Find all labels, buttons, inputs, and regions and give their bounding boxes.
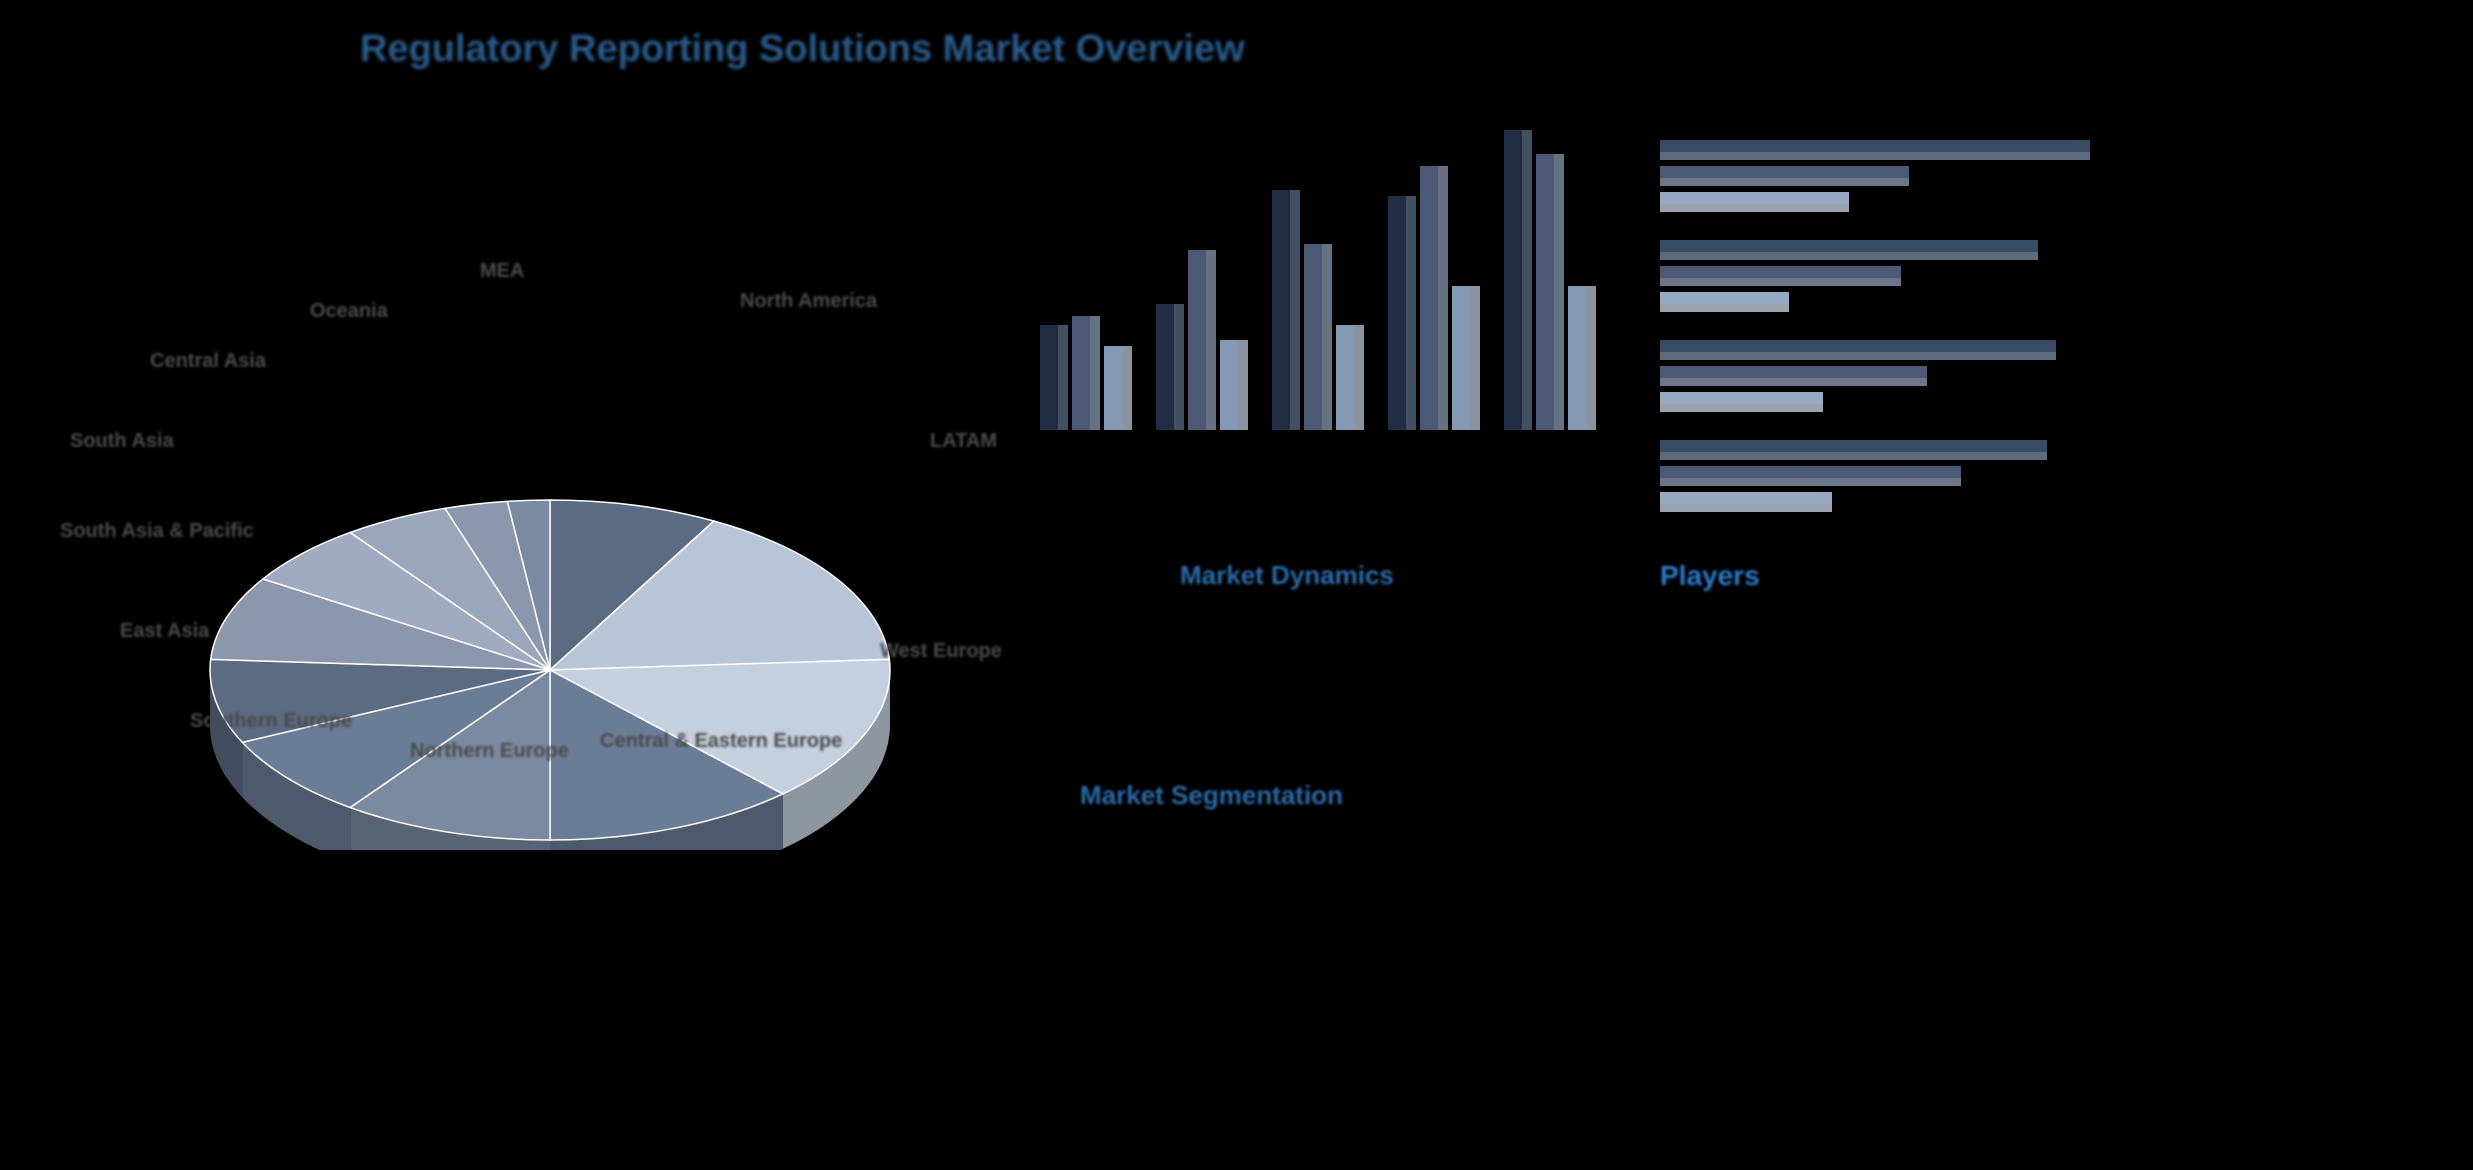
bar-group bbox=[1504, 130, 1596, 430]
pie-slice-label: Central & Eastern Europe bbox=[600, 730, 842, 753]
pie-slice-label: LATAM bbox=[930, 430, 997, 453]
hbar-chart-players bbox=[1660, 140, 2090, 512]
hbar-group bbox=[1660, 440, 2090, 512]
pie-slice-label: North America bbox=[740, 290, 877, 313]
bar bbox=[1104, 346, 1132, 430]
hbar bbox=[1660, 266, 1901, 286]
bar-group bbox=[1388, 166, 1480, 430]
bar bbox=[1156, 304, 1184, 430]
pie-chart-region: MEANorth AmericaLATAMWest EuropeCentral … bbox=[60, 200, 960, 850]
pie-slice-label: South Asia bbox=[70, 430, 174, 453]
hbar bbox=[1660, 340, 2056, 360]
pie-slice-label: Southern Europe bbox=[190, 710, 352, 733]
bar bbox=[1336, 325, 1364, 430]
page-title: Regulatory Reporting Solutions Market Ov… bbox=[360, 28, 1245, 71]
hbar bbox=[1660, 440, 2047, 460]
bar bbox=[1272, 190, 1300, 430]
hbar bbox=[1660, 492, 1832, 512]
hbar-group bbox=[1660, 140, 2090, 212]
bar-group bbox=[1040, 316, 1132, 430]
hbar bbox=[1660, 192, 1849, 212]
bar-group bbox=[1156, 250, 1248, 430]
hbar bbox=[1660, 392, 1823, 412]
hbar bbox=[1660, 240, 2038, 260]
bar bbox=[1452, 286, 1480, 430]
hbar bbox=[1660, 366, 1927, 386]
bar bbox=[1040, 325, 1068, 430]
pie-slice-label: MEA bbox=[480, 260, 524, 283]
hbar bbox=[1660, 140, 2090, 160]
bar bbox=[1420, 166, 1448, 430]
pie-slice-label: West Europe bbox=[880, 640, 1002, 663]
hbar bbox=[1660, 166, 1909, 186]
bar bbox=[1072, 316, 1100, 430]
pie-slice-label: East Asia bbox=[120, 620, 209, 643]
bar bbox=[1188, 250, 1216, 430]
bar-group bbox=[1272, 190, 1364, 430]
bar bbox=[1536, 154, 1564, 430]
bar bbox=[1388, 196, 1416, 430]
hbar bbox=[1660, 466, 1961, 486]
bar-chart-dynamics bbox=[1040, 130, 1614, 430]
hbar-group bbox=[1660, 340, 2090, 412]
bar bbox=[1568, 286, 1596, 430]
bar bbox=[1304, 244, 1332, 430]
hbar-group bbox=[1660, 240, 2090, 312]
pie-slice-label: South Asia & Pacific bbox=[60, 520, 254, 543]
label-market-segmentation: Market Segmentation bbox=[1080, 780, 1343, 811]
bar bbox=[1220, 340, 1248, 430]
label-players: Players bbox=[1660, 560, 1760, 592]
pie-slice-label: Northern Europe bbox=[410, 740, 569, 763]
pie-slice-label: Central Asia bbox=[150, 350, 266, 373]
pie-slice-label: Oceania bbox=[310, 300, 388, 323]
bar bbox=[1504, 130, 1532, 430]
hbar bbox=[1660, 292, 1789, 312]
label-market-dynamics: Market Dynamics bbox=[1180, 560, 1394, 591]
